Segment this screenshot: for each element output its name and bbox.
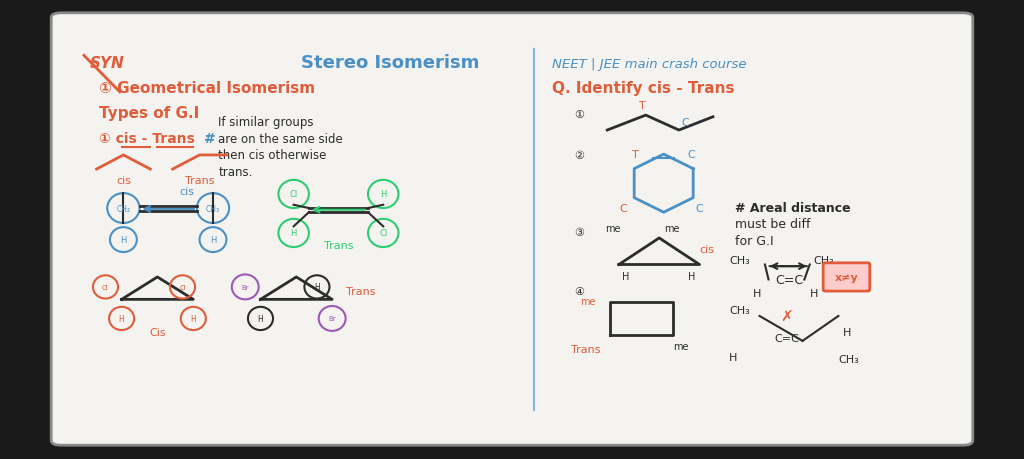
Text: C=C: C=C xyxy=(776,273,804,286)
Text: Stereo Isomerism: Stereo Isomerism xyxy=(301,54,479,72)
Text: CH₂: CH₂ xyxy=(117,204,130,213)
Text: ②: ② xyxy=(574,151,584,161)
Text: then cis otherwise: then cis otherwise xyxy=(218,149,327,162)
Text: CH₃: CH₃ xyxy=(839,355,859,364)
Text: NEET | JEE main crash course: NEET | JEE main crash course xyxy=(552,58,746,71)
Text: H: H xyxy=(729,352,737,362)
Text: C=C: C=C xyxy=(774,333,799,343)
Text: H: H xyxy=(291,229,297,238)
Text: me: me xyxy=(605,224,621,234)
Text: Trans: Trans xyxy=(571,344,601,354)
Text: H: H xyxy=(688,272,695,282)
Text: # Areal distance: # Areal distance xyxy=(735,201,851,214)
FancyBboxPatch shape xyxy=(823,263,869,291)
Text: T: T xyxy=(633,149,639,159)
Text: me: me xyxy=(673,341,688,352)
Text: Br: Br xyxy=(329,316,336,322)
Text: Br: Br xyxy=(242,284,249,290)
Text: Cl: Cl xyxy=(179,284,186,290)
Text: Cl: Cl xyxy=(290,190,298,199)
Text: Trans: Trans xyxy=(346,286,375,296)
Text: ③: ③ xyxy=(574,228,584,238)
Text: T: T xyxy=(639,101,646,111)
Text: ①: ① xyxy=(574,110,584,119)
Text: Trans: Trans xyxy=(184,176,214,186)
Text: H: H xyxy=(119,314,125,323)
Text: Cl: Cl xyxy=(102,284,109,290)
Text: CH₃: CH₃ xyxy=(813,255,835,265)
Text: me: me xyxy=(581,297,596,307)
Text: ① cis - Trans: ① cis - Trans xyxy=(99,131,196,146)
Text: x≠y: x≠y xyxy=(835,272,858,282)
Text: H: H xyxy=(314,283,319,292)
Text: H: H xyxy=(810,288,818,298)
Text: cis: cis xyxy=(180,186,195,196)
Text: H: H xyxy=(258,314,263,323)
Text: ④: ④ xyxy=(574,286,584,296)
Text: cis: cis xyxy=(699,245,715,254)
Text: Q. Identify cis - Trans: Q. Identify cis - Trans xyxy=(552,81,734,95)
Text: must be diff: must be diff xyxy=(735,218,811,230)
Text: C: C xyxy=(695,203,702,213)
Text: Trans: Trans xyxy=(324,241,353,250)
Text: H: H xyxy=(622,272,629,282)
Text: SYN: SYN xyxy=(90,56,125,71)
Text: for G.I: for G.I xyxy=(735,234,774,247)
Text: Cl: Cl xyxy=(379,229,387,238)
Text: Cis: Cis xyxy=(150,327,166,337)
Text: C: C xyxy=(618,203,627,213)
Text: ✗: ✗ xyxy=(780,309,793,324)
Text: cis: cis xyxy=(116,176,131,186)
Text: Types of G.I: Types of G.I xyxy=(99,106,200,121)
Text: If similar groups: If similar groups xyxy=(218,116,314,129)
Text: H: H xyxy=(190,314,197,323)
Text: CH₃: CH₃ xyxy=(729,255,750,265)
Text: #: # xyxy=(204,131,216,146)
Text: H: H xyxy=(120,235,127,245)
Text: C: C xyxy=(682,118,689,128)
Text: C: C xyxy=(688,149,695,159)
Text: CH₃: CH₃ xyxy=(729,305,750,315)
FancyBboxPatch shape xyxy=(51,14,973,445)
Text: H: H xyxy=(380,190,386,199)
Text: CH₃: CH₃ xyxy=(206,204,220,213)
Text: H: H xyxy=(843,327,851,337)
Text: trans.: trans. xyxy=(218,166,253,179)
Text: H: H xyxy=(210,235,216,245)
Text: ① Geometrical Isomerism: ① Geometrical Isomerism xyxy=(99,81,315,95)
Text: me: me xyxy=(664,224,679,234)
Text: H: H xyxy=(754,288,762,298)
Text: are on the same side: are on the same side xyxy=(218,132,343,146)
